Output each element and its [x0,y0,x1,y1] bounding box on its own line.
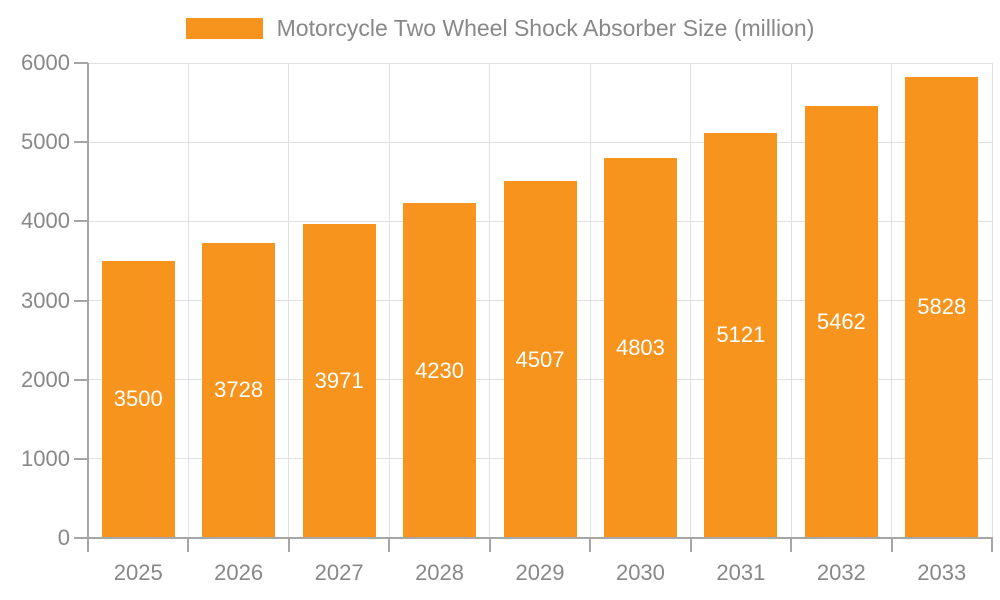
x-tick-mark [287,538,290,552]
gridline-vertical [991,63,993,538]
x-tick-mark [87,538,89,552]
x-tick-label: 2026 [214,560,264,585]
gridline-vertical [489,63,491,538]
x-tick-label: 2028 [415,560,465,585]
gridline-vertical [388,63,390,538]
bar-value-label: 5828 [917,294,967,320]
x-tick-label: 2027 [314,560,364,585]
y-tick-label: 5000 [21,129,70,155]
x-axis-line [87,537,993,539]
bar-value-label: 5462 [816,308,866,334]
x-tick-mark [589,538,592,552]
legend-label: Motorcycle Two Wheel Shock Absorber Size… [276,15,815,41]
bar-value-label: 3971 [314,367,364,393]
x-tick-mark [991,538,993,552]
x-tick-label: 2025 [113,560,163,585]
y-tick-mark [74,537,88,539]
x-tick-mark [689,538,692,552]
y-tick-label: 1000 [21,445,70,471]
gridline-vertical [187,63,189,538]
bar-value-label: 3728 [214,377,264,403]
bar: 5121 [704,132,778,538]
y-tick-label: 2000 [21,366,70,392]
x-tick-label: 2033 [917,560,967,585]
x-tick-label: 2029 [515,560,565,585]
bar-value-label: 4803 [615,334,665,360]
bar: 4507 [503,181,577,538]
bar: 3971 [302,223,376,538]
y-axis-line [87,63,89,538]
y-tick-mark [74,141,88,144]
x-tick-label: 2031 [716,560,766,585]
y-tick-mark [74,299,88,302]
y-tick-label: 3000 [21,287,70,313]
bar: 5828 [905,76,979,538]
legend-swatch-icon [185,18,263,39]
y-tick-label: 4000 [21,208,70,234]
gridline-horizontal [88,62,992,64]
x-tick-mark [187,538,190,552]
gridline-vertical [891,63,893,538]
plot-area: 3500 3728 3971 4230 4507 4803 5121 5462 5828 [88,62,993,538]
x-tick-label: 2030 [615,560,665,585]
y-tick-label: 6000 [21,50,70,75]
gridline-vertical [790,63,792,538]
bar: 4230 [403,203,477,538]
bar-value-label: 4230 [415,357,465,383]
x-tick-mark [388,538,391,552]
gridline-vertical [288,63,290,538]
gridline-vertical [589,63,591,538]
bar: 3728 [202,242,276,538]
bar: 4803 [603,157,677,538]
bar: 5462 [804,105,878,538]
gridline-vertical [690,63,692,538]
x-tick-mark [890,538,893,552]
y-tick-mark [74,62,88,64]
y-tick-label: 0 [57,525,70,550]
legend[interactable]: Motorcycle Two Wheel Shock Absorber Size… [0,15,1000,42]
x-tick-label: 2032 [816,560,866,585]
x-tick-mark [790,538,793,552]
bar-value-label: 3500 [113,386,163,412]
bar-value-label: 4507 [515,346,565,372]
y-tick-mark [74,378,88,381]
bar: 3500 [101,260,175,538]
gridline-horizontal [88,141,992,143]
y-tick-mark [74,457,88,460]
bar-value-label: 5121 [716,322,766,348]
x-tick-mark [488,538,491,552]
y-tick-mark [74,220,88,223]
